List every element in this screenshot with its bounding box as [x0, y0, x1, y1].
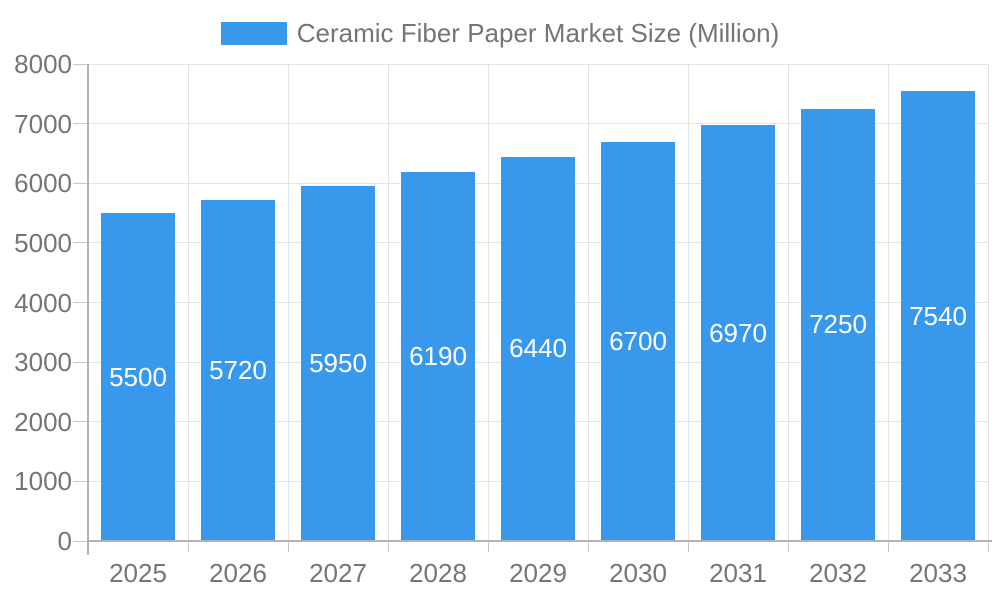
- y-axis-label: 4000: [14, 287, 72, 318]
- y-axis-label: 1000: [14, 466, 72, 497]
- v-gridline: [187, 64, 189, 541]
- bar-value-label: 7250: [809, 309, 867, 340]
- x-axis-tick: [787, 541, 789, 552]
- x-axis-tick: [487, 541, 489, 552]
- bar-2026[interactable]: 5720: [201, 199, 275, 541]
- y-axis-tick: [73, 63, 88, 65]
- bar-2029[interactable]: 6440: [501, 157, 575, 541]
- bar-value-label: 5950: [309, 348, 367, 379]
- x-axis-label: 2025: [109, 558, 167, 588]
- bar-value-label: 6970: [709, 317, 767, 348]
- v-gridline: [287, 64, 289, 541]
- bar-2033[interactable]: 7540: [901, 91, 975, 541]
- x-axis-label: 2031: [709, 558, 767, 588]
- bar-value-label: 6440: [509, 333, 567, 364]
- y-axis-label: 2000: [14, 406, 72, 437]
- y-axis-tick: [73, 242, 88, 244]
- bar-2027[interactable]: 5950: [301, 186, 375, 541]
- bar-value-label: 7540: [909, 300, 967, 331]
- v-gridline: [487, 64, 489, 541]
- v-gridline: [787, 64, 789, 541]
- y-axis-label: 7000: [14, 108, 72, 139]
- x-axis-tick: [987, 541, 989, 552]
- x-axis-label: 2029: [509, 558, 567, 588]
- y-axis-tick: [73, 361, 88, 363]
- h-gridline: [88, 63, 988, 65]
- x-axis-tick: [287, 541, 289, 552]
- x-axis-label: 2027: [309, 558, 367, 588]
- bar-2032[interactable]: 7250: [801, 108, 875, 541]
- legend: Ceramic Fiber Paper Market Size (Million…: [0, 19, 1000, 47]
- bar-value-label: 5500: [109, 361, 167, 392]
- x-axis-label: 2028: [409, 558, 467, 588]
- x-axis-tick: [887, 541, 889, 552]
- v-gridline: [587, 64, 589, 541]
- y-axis-tick: [73, 480, 88, 482]
- x-axis-tick: [587, 541, 589, 552]
- legend-swatch-icon: [220, 21, 287, 45]
- x-axis-tick: [687, 541, 689, 552]
- x-axis-tick: [187, 541, 189, 552]
- legend-item[interactable]: Ceramic Fiber Paper Market Size (Million…: [220, 18, 780, 48]
- y-axis-tick: [73, 182, 88, 184]
- y-axis-label: 6000: [14, 168, 72, 199]
- y-axis-tick: [73, 302, 88, 303]
- x-axis-label: 2026: [209, 558, 267, 588]
- x-axis-label: 2033: [909, 558, 967, 588]
- bar-value-label: 6190: [409, 340, 467, 371]
- y-axis-tick: [73, 540, 88, 542]
- y-axis-tick: [73, 421, 88, 423]
- legend-label: Ceramic Fiber Paper Market Size (Million…: [296, 18, 780, 48]
- bar-2028[interactable]: 6190: [401, 171, 475, 541]
- x-axis-tick: [387, 541, 389, 552]
- v-gridline: [887, 64, 889, 541]
- x-axis-label: 2030: [609, 558, 667, 588]
- v-gridline: [387, 64, 389, 541]
- y-axis-label: 5000: [14, 227, 72, 258]
- v-gridline: [987, 64, 989, 541]
- v-gridline: [687, 64, 689, 541]
- h-gridline: [88, 123, 988, 125]
- bar-2030[interactable]: 6700: [601, 141, 675, 541]
- x-axis-label: 2032: [809, 558, 867, 588]
- bar-2025[interactable]: 5500: [101, 213, 175, 541]
- y-axis-tick: [73, 123, 88, 125]
- y-axis-label: 3000: [14, 347, 72, 378]
- y-axis-line: [87, 64, 89, 555]
- bar-value-label: 5720: [209, 354, 267, 385]
- y-axis-label: 0: [57, 526, 72, 556]
- bar-value-label: 6700: [609, 325, 667, 356]
- y-axis-label: 8000: [14, 49, 72, 79]
- x-axis-line: [88, 540, 992, 542]
- bar-2031[interactable]: 6970: [701, 125, 775, 541]
